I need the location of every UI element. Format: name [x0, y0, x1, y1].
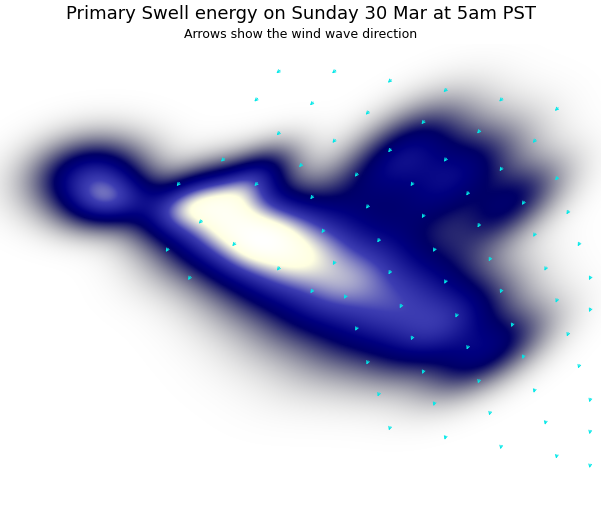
Text: Primary Swell energy on Sunday 30 Mar at 5am PST: Primary Swell energy on Sunday 30 Mar at…: [66, 5, 535, 23]
Text: Arrows show the wind wave direction: Arrows show the wind wave direction: [184, 28, 417, 41]
